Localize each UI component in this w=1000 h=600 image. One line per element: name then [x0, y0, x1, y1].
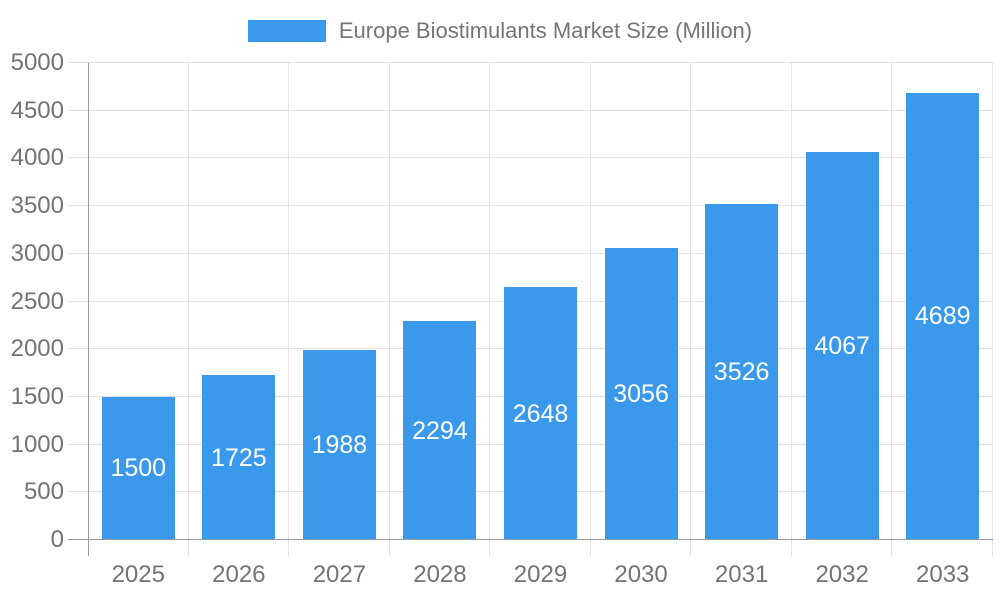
x-axis-tick-label: 2027 [312, 561, 367, 588]
y-gridline [88, 62, 993, 63]
bar[interactable]: 1500 [101, 396, 175, 540]
bar-value-label: 2294 [412, 416, 468, 445]
x-gridline [288, 63, 290, 540]
y-tick-mark [68, 348, 88, 350]
bar[interactable]: 3056 [604, 248, 678, 540]
x-axis-tick-label: 2030 [614, 561, 668, 588]
y-axis-tick-label: 1000 [10, 430, 64, 458]
x-tick-mark [589, 540, 591, 556]
bar-value-label: 4067 [814, 331, 870, 360]
bar-value-label: 1725 [211, 443, 267, 472]
x-tick-mark [790, 540, 792, 556]
y-tick-mark [68, 300, 88, 302]
x-tick-mark [388, 540, 390, 556]
y-gridline [88, 205, 993, 207]
x-tick-mark [690, 540, 692, 556]
x-tick-mark [187, 540, 189, 556]
x-axis-tick-label: 2026 [212, 561, 266, 588]
x-tick-mark [489, 540, 491, 556]
y-gridline [88, 109, 993, 111]
x-axis-tick-label: 2033 [916, 561, 970, 588]
x-tick-mark [891, 540, 893, 556]
bar-value-label: 1500 [110, 454, 167, 483]
y-axis-tick-label: 4000 [10, 144, 64, 172]
x-axis-tick-label: 2031 [714, 561, 769, 588]
bar-value-label: 1988 [311, 431, 368, 460]
x-gridline [589, 63, 591, 540]
legend[interactable]: Europe Biostimulants Market Size (Millio… [0, 18, 1000, 44]
y-axis-tick-label: 5000 [10, 49, 64, 76]
y-gridline [88, 157, 993, 159]
x-gridline [992, 63, 993, 540]
bar[interactable]: 4689 [906, 92, 980, 540]
bar-value-label: 4689 [914, 302, 971, 331]
y-tick-mark [68, 443, 88, 445]
x-gridline [690, 63, 692, 540]
y-axis-tick-label: 500 [23, 478, 64, 506]
bar[interactable]: 1725 [202, 375, 276, 540]
legend-label: Europe Biostimulants Market Size (Millio… [338, 18, 753, 43]
x-tick-mark [992, 540, 993, 556]
x-gridline [891, 63, 893, 540]
x-axis-tick-label: 2029 [513, 561, 568, 588]
x-axis-line [68, 539, 993, 540]
x-axis-tick-label: 2028 [413, 561, 467, 588]
y-axis-tick-label: 0 [50, 526, 64, 553]
y-axis-tick-label: 3000 [10, 239, 64, 267]
x-gridline [790, 63, 792, 540]
y-axis-tick-label: 3500 [10, 192, 64, 220]
x-gridline [388, 63, 390, 540]
bar[interactable]: 4067 [805, 152, 879, 540]
y-tick-mark [68, 157, 88, 159]
bar[interactable]: 2294 [403, 321, 477, 540]
y-axis-tick-label: 4500 [10, 96, 64, 124]
bar-value-label: 3526 [713, 357, 770, 386]
bar[interactable]: 3526 [705, 203, 779, 540]
x-tick-mark [288, 540, 290, 556]
x-gridline [489, 63, 491, 540]
x-axis-tick-label: 2032 [815, 561, 869, 588]
y-tick-mark [68, 395, 88, 397]
y-axis-tick-label: 2000 [10, 335, 64, 363]
y-axis-tick-label: 1500 [10, 382, 64, 410]
x-axis-tick-label: 2025 [111, 561, 165, 588]
y-tick-mark [68, 62, 88, 63]
bar-value-label: 3056 [613, 380, 669, 409]
bar[interactable]: 2648 [504, 287, 577, 540]
y-tick-mark [68, 252, 88, 254]
y-axis-line [88, 63, 89, 556]
y-tick-mark [68, 205, 88, 207]
x-gridline [187, 63, 189, 540]
bar[interactable]: 1988 [302, 350, 376, 540]
y-gridline [88, 252, 993, 254]
legend-swatch [247, 20, 326, 42]
y-axis-tick-label: 2500 [10, 287, 64, 315]
y-tick-mark [68, 109, 88, 111]
bar-value-label: 2648 [512, 399, 569, 428]
y-tick-mark [68, 491, 88, 493]
